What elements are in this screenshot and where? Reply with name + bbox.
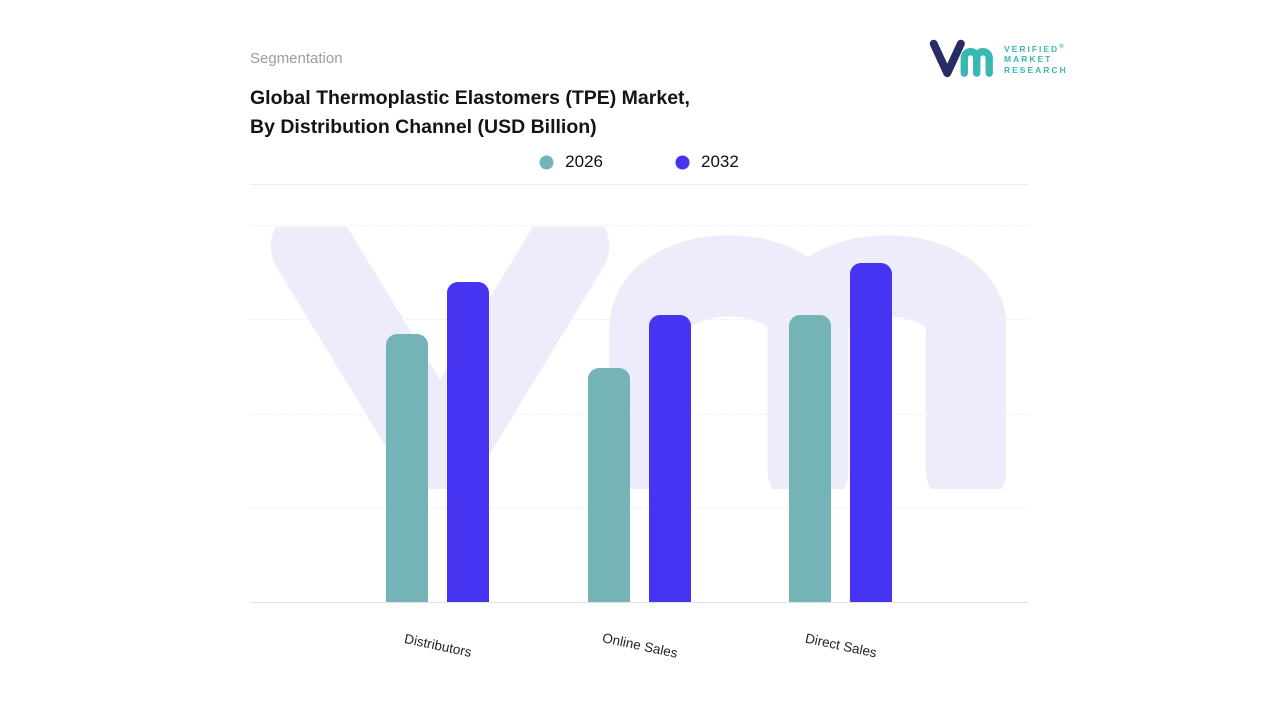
legend-item-2032: 2032 [675, 152, 739, 172]
logo-line-research: RESEARCH [1004, 65, 1068, 76]
header-divider [250, 184, 1028, 185]
legend-label-2026: 2026 [565, 152, 603, 171]
chart-title-line2: By Distribution Channel (USD Billion) [250, 116, 597, 138]
plot-area [250, 225, 1028, 603]
legend-dot-2032 [675, 155, 690, 169]
legend-label-2032: 2032 [701, 152, 739, 171]
legend-dot-2026 [539, 155, 554, 169]
logo-m-shape [960, 48, 993, 77]
bar-2032-online-sales [649, 315, 691, 602]
x-axis-labels: Distributors Online Sales Direct Sales [250, 608, 1028, 678]
x-axis-label-direct-sales: Direct Sales [803, 630, 879, 661]
gridline-25 [250, 319, 1028, 321]
bar-group-online-sales [588, 225, 691, 602]
bar-2026-direct-sales [789, 315, 831, 602]
chart-legend: 2026 2032 [250, 149, 1028, 175]
logo-v-shape [929, 39, 965, 78]
bar-2032-distributors [447, 281, 489, 602]
gridline-50 [250, 413, 1028, 415]
registered-mark: ® [1059, 43, 1064, 50]
bar-2026-online-sales [588, 368, 630, 602]
x-axis-label-online-sales: Online Sales [601, 630, 679, 661]
gridline-top [250, 225, 1028, 226]
legend-item-2026: 2026 [539, 152, 603, 172]
chart-title-line1: Global Thermoplastic Elastomers (TPE) Ma… [250, 87, 690, 109]
bar-group-distributors [386, 225, 489, 602]
logo-wordmark: VERIFIED® MARKET RESEARCH [1004, 42, 1068, 77]
logo-line-verified: VERIFIED® [1004, 43, 1064, 54]
gridline-75 [250, 507, 1028, 509]
vmr-watermark [270, 227, 1006, 489]
bar-2026-distributors [386, 334, 428, 602]
vmr-logo-glyph [929, 39, 993, 78]
bar-2032-direct-sales [850, 262, 892, 602]
logo-line-market: MARKET [1004, 54, 1053, 65]
chart-title: Global Thermoplastic Elastomers (TPE) Ma… [250, 84, 690, 142]
x-axis-label-distributors: Distributors [403, 631, 473, 660]
bar-group-direct-sales [789, 225, 892, 602]
vmr-logo: VERIFIED® MARKET RESEARCH [928, 36, 1068, 82]
segmentation-eyebrow: Segmentation [250, 50, 343, 67]
